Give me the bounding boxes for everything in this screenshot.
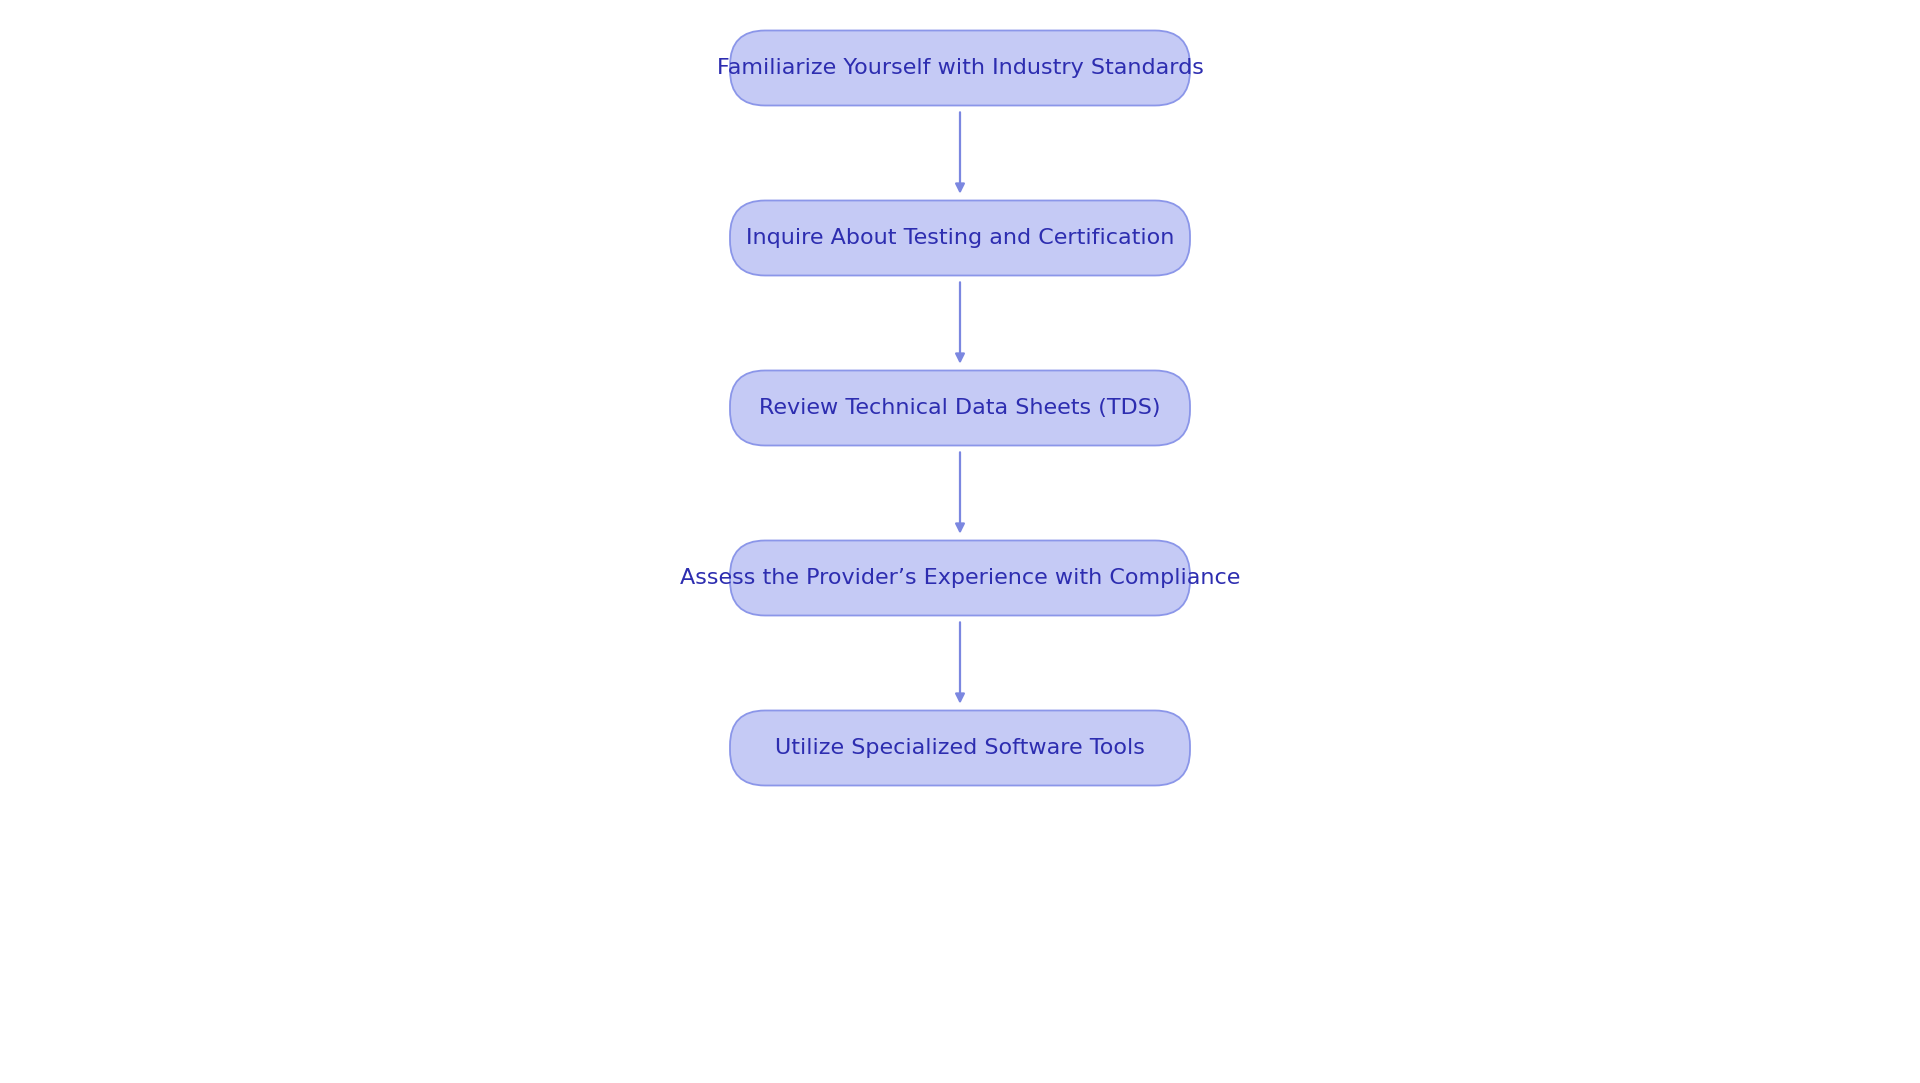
Text: Inquire About Testing and Certification: Inquire About Testing and Certification xyxy=(745,229,1175,248)
Text: Familiarize Yourself with Industry Standards: Familiarize Yourself with Industry Stand… xyxy=(716,58,1204,78)
Text: Utilize Specialized Software Tools: Utilize Specialized Software Tools xyxy=(776,738,1144,758)
FancyBboxPatch shape xyxy=(730,370,1190,445)
FancyBboxPatch shape xyxy=(730,30,1190,105)
Text: Assess the Provider’s Experience with Compliance: Assess the Provider’s Experience with Co… xyxy=(680,567,1240,588)
FancyBboxPatch shape xyxy=(730,710,1190,785)
FancyBboxPatch shape xyxy=(730,200,1190,275)
FancyBboxPatch shape xyxy=(730,540,1190,615)
Text: Review Technical Data Sheets (TDS): Review Technical Data Sheets (TDS) xyxy=(758,397,1162,418)
